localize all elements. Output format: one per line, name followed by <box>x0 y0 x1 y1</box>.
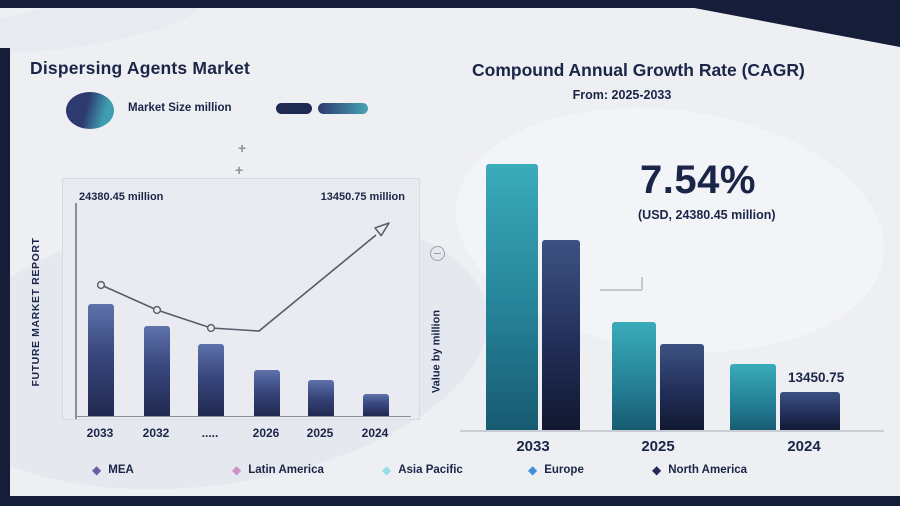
top-border-strip <box>0 0 900 8</box>
left-chart-x-axis <box>75 415 411 417</box>
left-chart-y-axis <box>75 203 77 419</box>
left-chart-title: Dispersing Agents Market <box>30 58 251 78</box>
left-bar-chart-panel: 24380.45 million 13450.75 million <box>62 178 420 420</box>
legend-label: MEA <box>108 464 134 476</box>
cagr-value: 7.54% <box>640 158 756 202</box>
step-decoration-horizontal <box>600 289 642 291</box>
legend-item-mea: ◆ MEA <box>92 464 134 476</box>
right-chart-y-axis-label: Value by million <box>430 309 443 394</box>
mea-diamond-icon: ◆ <box>92 463 102 477</box>
bar-2025 <box>308 380 334 416</box>
bar-2033 <box>88 304 114 416</box>
bar-2024 <box>363 394 389 416</box>
left-chart-min-annotation: 13450.75 million <box>320 191 405 203</box>
right-bar-teal-2025 <box>612 322 656 432</box>
right-bar-teal-2033 <box>486 164 538 432</box>
left-xlabel-dots: ..... <box>201 426 219 440</box>
right-chart-x-axis <box>460 430 884 432</box>
right-chart-title: Compound Annual Growth Rate (CAGR) <box>472 60 805 80</box>
market-size-icon <box>66 92 114 129</box>
bar-2026 <box>254 370 280 416</box>
plus-decoration: + <box>238 140 247 156</box>
right-bar-navy-2025 <box>660 344 704 432</box>
right-xlabel-2025: 2025 <box>641 438 675 455</box>
legend-item-asia-pacific: ◆ Asia Pacific <box>382 464 463 476</box>
right-bar-navy-2024 <box>780 392 840 432</box>
legend-item-europe: ◆ Europe <box>528 464 584 476</box>
right-bar-teal-2024 <box>730 364 776 432</box>
latin-america-diamond-icon: ◆ <box>232 463 242 477</box>
bar-intermediate-years <box>198 344 224 416</box>
right-bar-navy-2033 <box>542 240 580 432</box>
legend-item-north-america: ◆ North America <box>652 464 747 476</box>
north-america-diamond-icon: ◆ <box>652 463 662 477</box>
step-decoration-vertical <box>641 277 643 290</box>
left-chart-max-annotation: 24380.45 million <box>79 191 164 203</box>
trend-line-arrow <box>96 222 390 333</box>
right-chart-subtitle: From: 2025-2033 <box>572 88 672 102</box>
legend-item-latin-america: ◆ Latin America <box>232 464 324 476</box>
decorative-pill-navy <box>276 103 312 114</box>
legend-label: North America <box>668 464 748 476</box>
left-xlabel-2024: 2024 <box>361 426 389 440</box>
decorative-pill-gradient <box>318 103 368 114</box>
right-chart-value-annotation: 13450.75 <box>788 370 845 385</box>
asia-pacific-diamond-icon: ◆ <box>382 463 392 477</box>
legend-label: Europe <box>544 464 584 476</box>
right-xlabel-2033: 2033 <box>516 438 550 455</box>
bar-2032 <box>144 326 170 416</box>
legend-label: Latin America <box>248 464 324 476</box>
circle-minus-decoration <box>430 246 445 261</box>
legend-label: Asia Pacific <box>398 464 463 476</box>
left-xlabel-2026: 2026 <box>252 426 280 440</box>
cagr-basis: (USD, 24380.45 million) <box>638 208 776 222</box>
left-xlabel-2032: 2032 <box>142 426 170 440</box>
left-border-strip <box>0 48 10 506</box>
right-xlabel-2024: 2024 <box>787 438 821 455</box>
top-left-angled-band <box>0 0 202 65</box>
bottom-border-strip <box>0 496 900 506</box>
left-xlabel-2033: 2033 <box>86 426 114 440</box>
market-size-legend-label: Market Size million <box>128 102 232 114</box>
europe-diamond-icon: ◆ <box>528 463 538 477</box>
plus-decoration: + <box>235 162 244 178</box>
left-xlabel-2025: 2025 <box>306 426 334 440</box>
future-market-report-watermark: FUTURE MARKET REPORT <box>30 237 42 387</box>
